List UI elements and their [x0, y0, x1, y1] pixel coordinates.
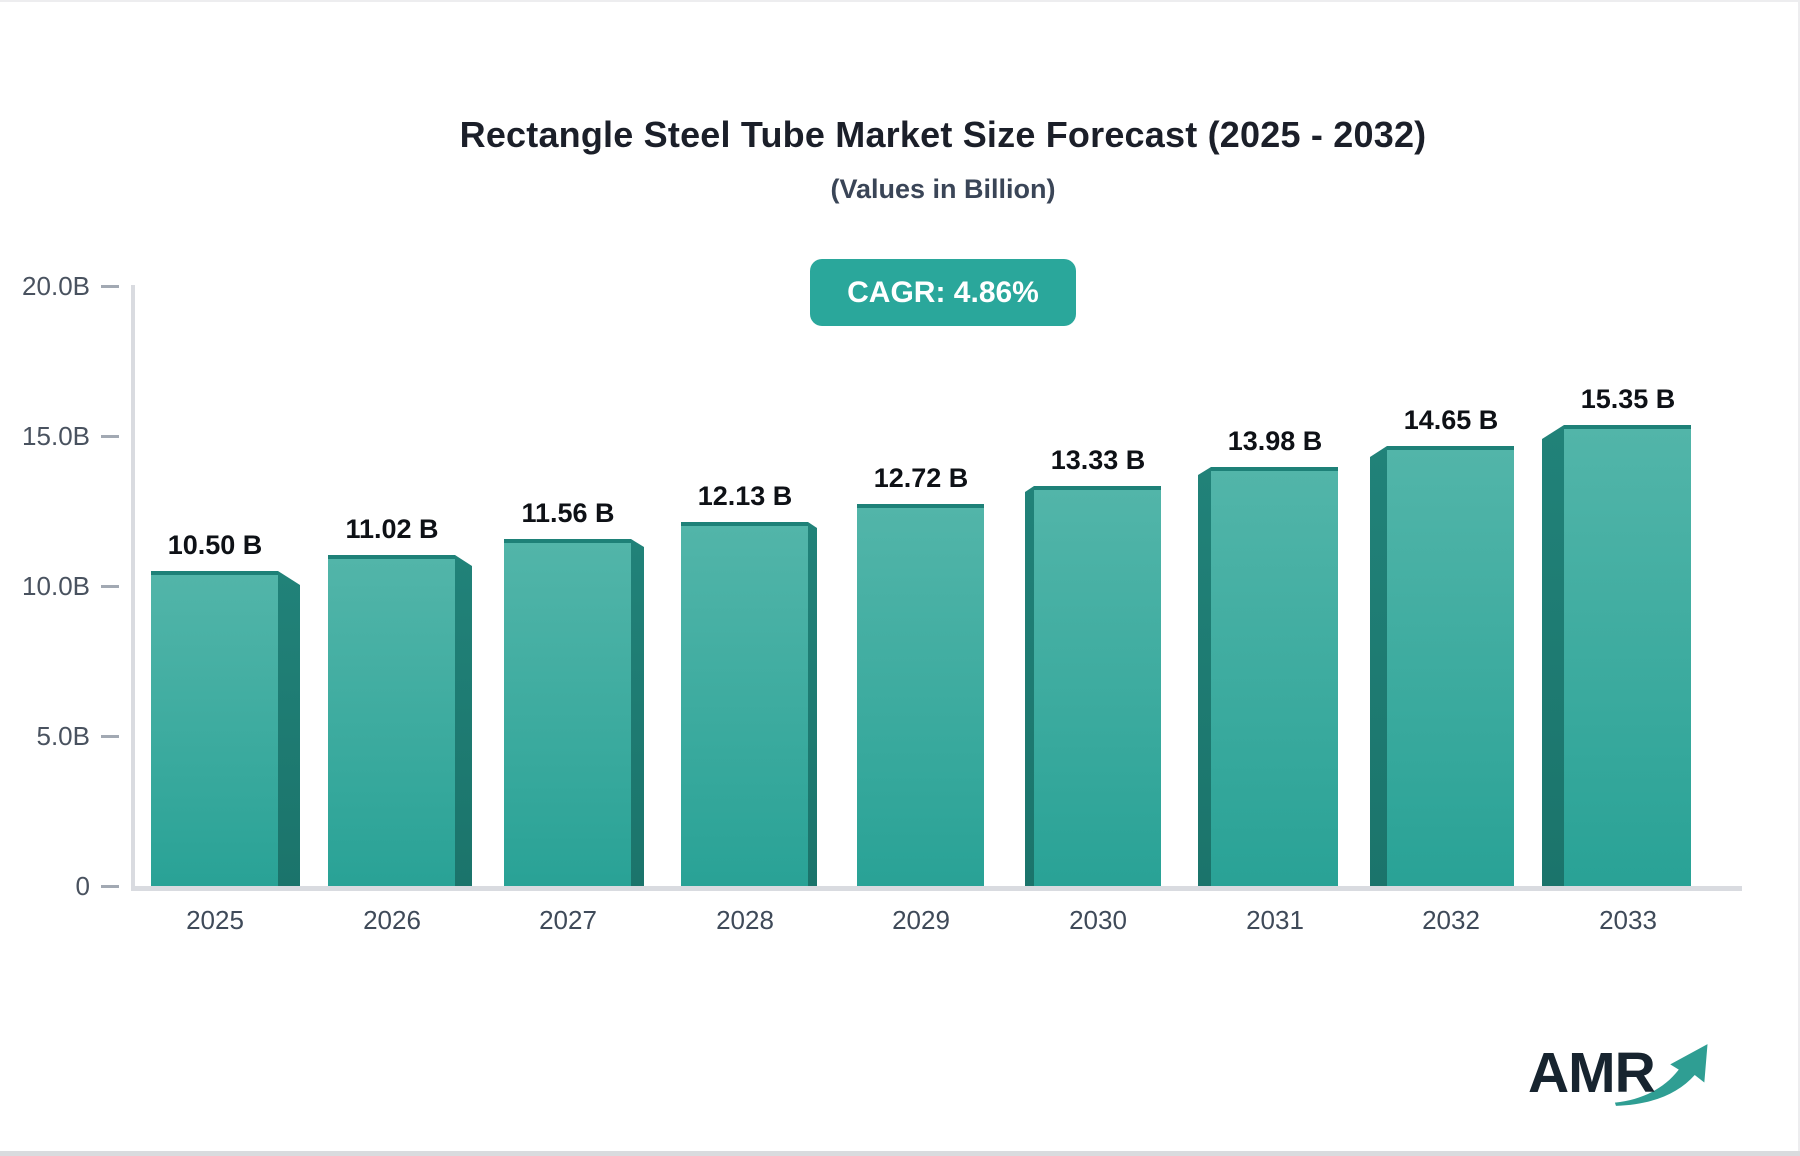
page-right-edge: [1798, 2, 1800, 1156]
y-tick-mark: [101, 885, 119, 888]
y-tick-mark: [101, 585, 119, 588]
bar-value-label: 12.72 B: [873, 463, 969, 493]
bar-2027[interactable]: [504, 539, 631, 886]
bar-side-face-2026[interactable]: [455, 555, 472, 886]
bar-value-label: 11.56 B: [521, 498, 615, 528]
bar-value-label: 15.35 B: [1580, 384, 1676, 414]
amr-logo-text: AMR: [1528, 1041, 1656, 1105]
chart-subtitle: (Values in Billion): [830, 174, 1056, 204]
bar-2029[interactable]: [857, 504, 984, 886]
bar-value-label: 13.98 B: [1227, 426, 1323, 456]
x-axis-line: [131, 886, 1742, 891]
bar-2033[interactable]: [1564, 425, 1691, 886]
x-tick-label: 2027: [539, 905, 597, 935]
x-tick-label: 2033: [1599, 905, 1657, 935]
x-tick-label: 2029: [892, 905, 950, 935]
y-tick-label: 0: [75, 871, 90, 901]
bar-side-face-2032[interactable]: [1370, 446, 1387, 886]
bar-side-face-2028[interactable]: [808, 522, 817, 886]
x-tick-label: 2025: [186, 905, 244, 935]
x-tick-label: 2028: [716, 905, 774, 935]
bar-2031[interactable]: [1211, 467, 1338, 886]
bar-value-label: 12.13 B: [697, 481, 793, 511]
x-tick-label: 2032: [1422, 905, 1480, 935]
bar-side-face-2027[interactable]: [631, 539, 644, 886]
bar-value-label: 10.50 B: [167, 530, 263, 560]
y-tick-label: 10.0B: [22, 571, 90, 601]
bar-side-face-2031[interactable]: [1198, 467, 1211, 886]
y-tick-label: 15.0B: [22, 421, 90, 451]
y-tick-label: 5.0B: [36, 721, 91, 751]
bar-2025[interactable]: [151, 571, 278, 886]
growth-arrow-icon: [1614, 1044, 1708, 1106]
bar-value-label: 11.02 B: [345, 514, 439, 544]
y-axis-line: [131, 285, 135, 891]
bar-side-face-2030[interactable]: [1025, 486, 1034, 886]
amr-logo: AMR: [1528, 1032, 1738, 1116]
cagr-badge: CAGR: 4.86%: [810, 259, 1076, 326]
bar-side-face-2025[interactable]: [278, 571, 300, 886]
bar-2028[interactable]: [681, 522, 808, 886]
bar-2030[interactable]: [1034, 486, 1161, 886]
x-tick-label: 2031: [1246, 905, 1304, 935]
bar-2032[interactable]: [1387, 446, 1514, 886]
cagr-badge-row: CAGR: 4.86%: [86, 259, 1800, 326]
page-bottom-edge: [0, 1151, 1800, 1156]
y-tick-mark: [101, 735, 119, 738]
y-tick-mark: [101, 285, 119, 288]
bar-side-face-2033[interactable]: [1542, 425, 1564, 886]
chart-title: Rectangle Steel Tube Market Size Forecas…: [459, 114, 1427, 155]
bar-value-label: 14.65 B: [1403, 405, 1499, 435]
bar-value-label: 13.33 B: [1050, 445, 1146, 475]
x-tick-label: 2026: [363, 905, 421, 935]
y-tick-mark: [101, 435, 119, 438]
x-tick-label: 2030: [1069, 905, 1127, 935]
bar-2026[interactable]: [328, 555, 455, 886]
y-tick-label: 20.0B: [22, 271, 90, 301]
